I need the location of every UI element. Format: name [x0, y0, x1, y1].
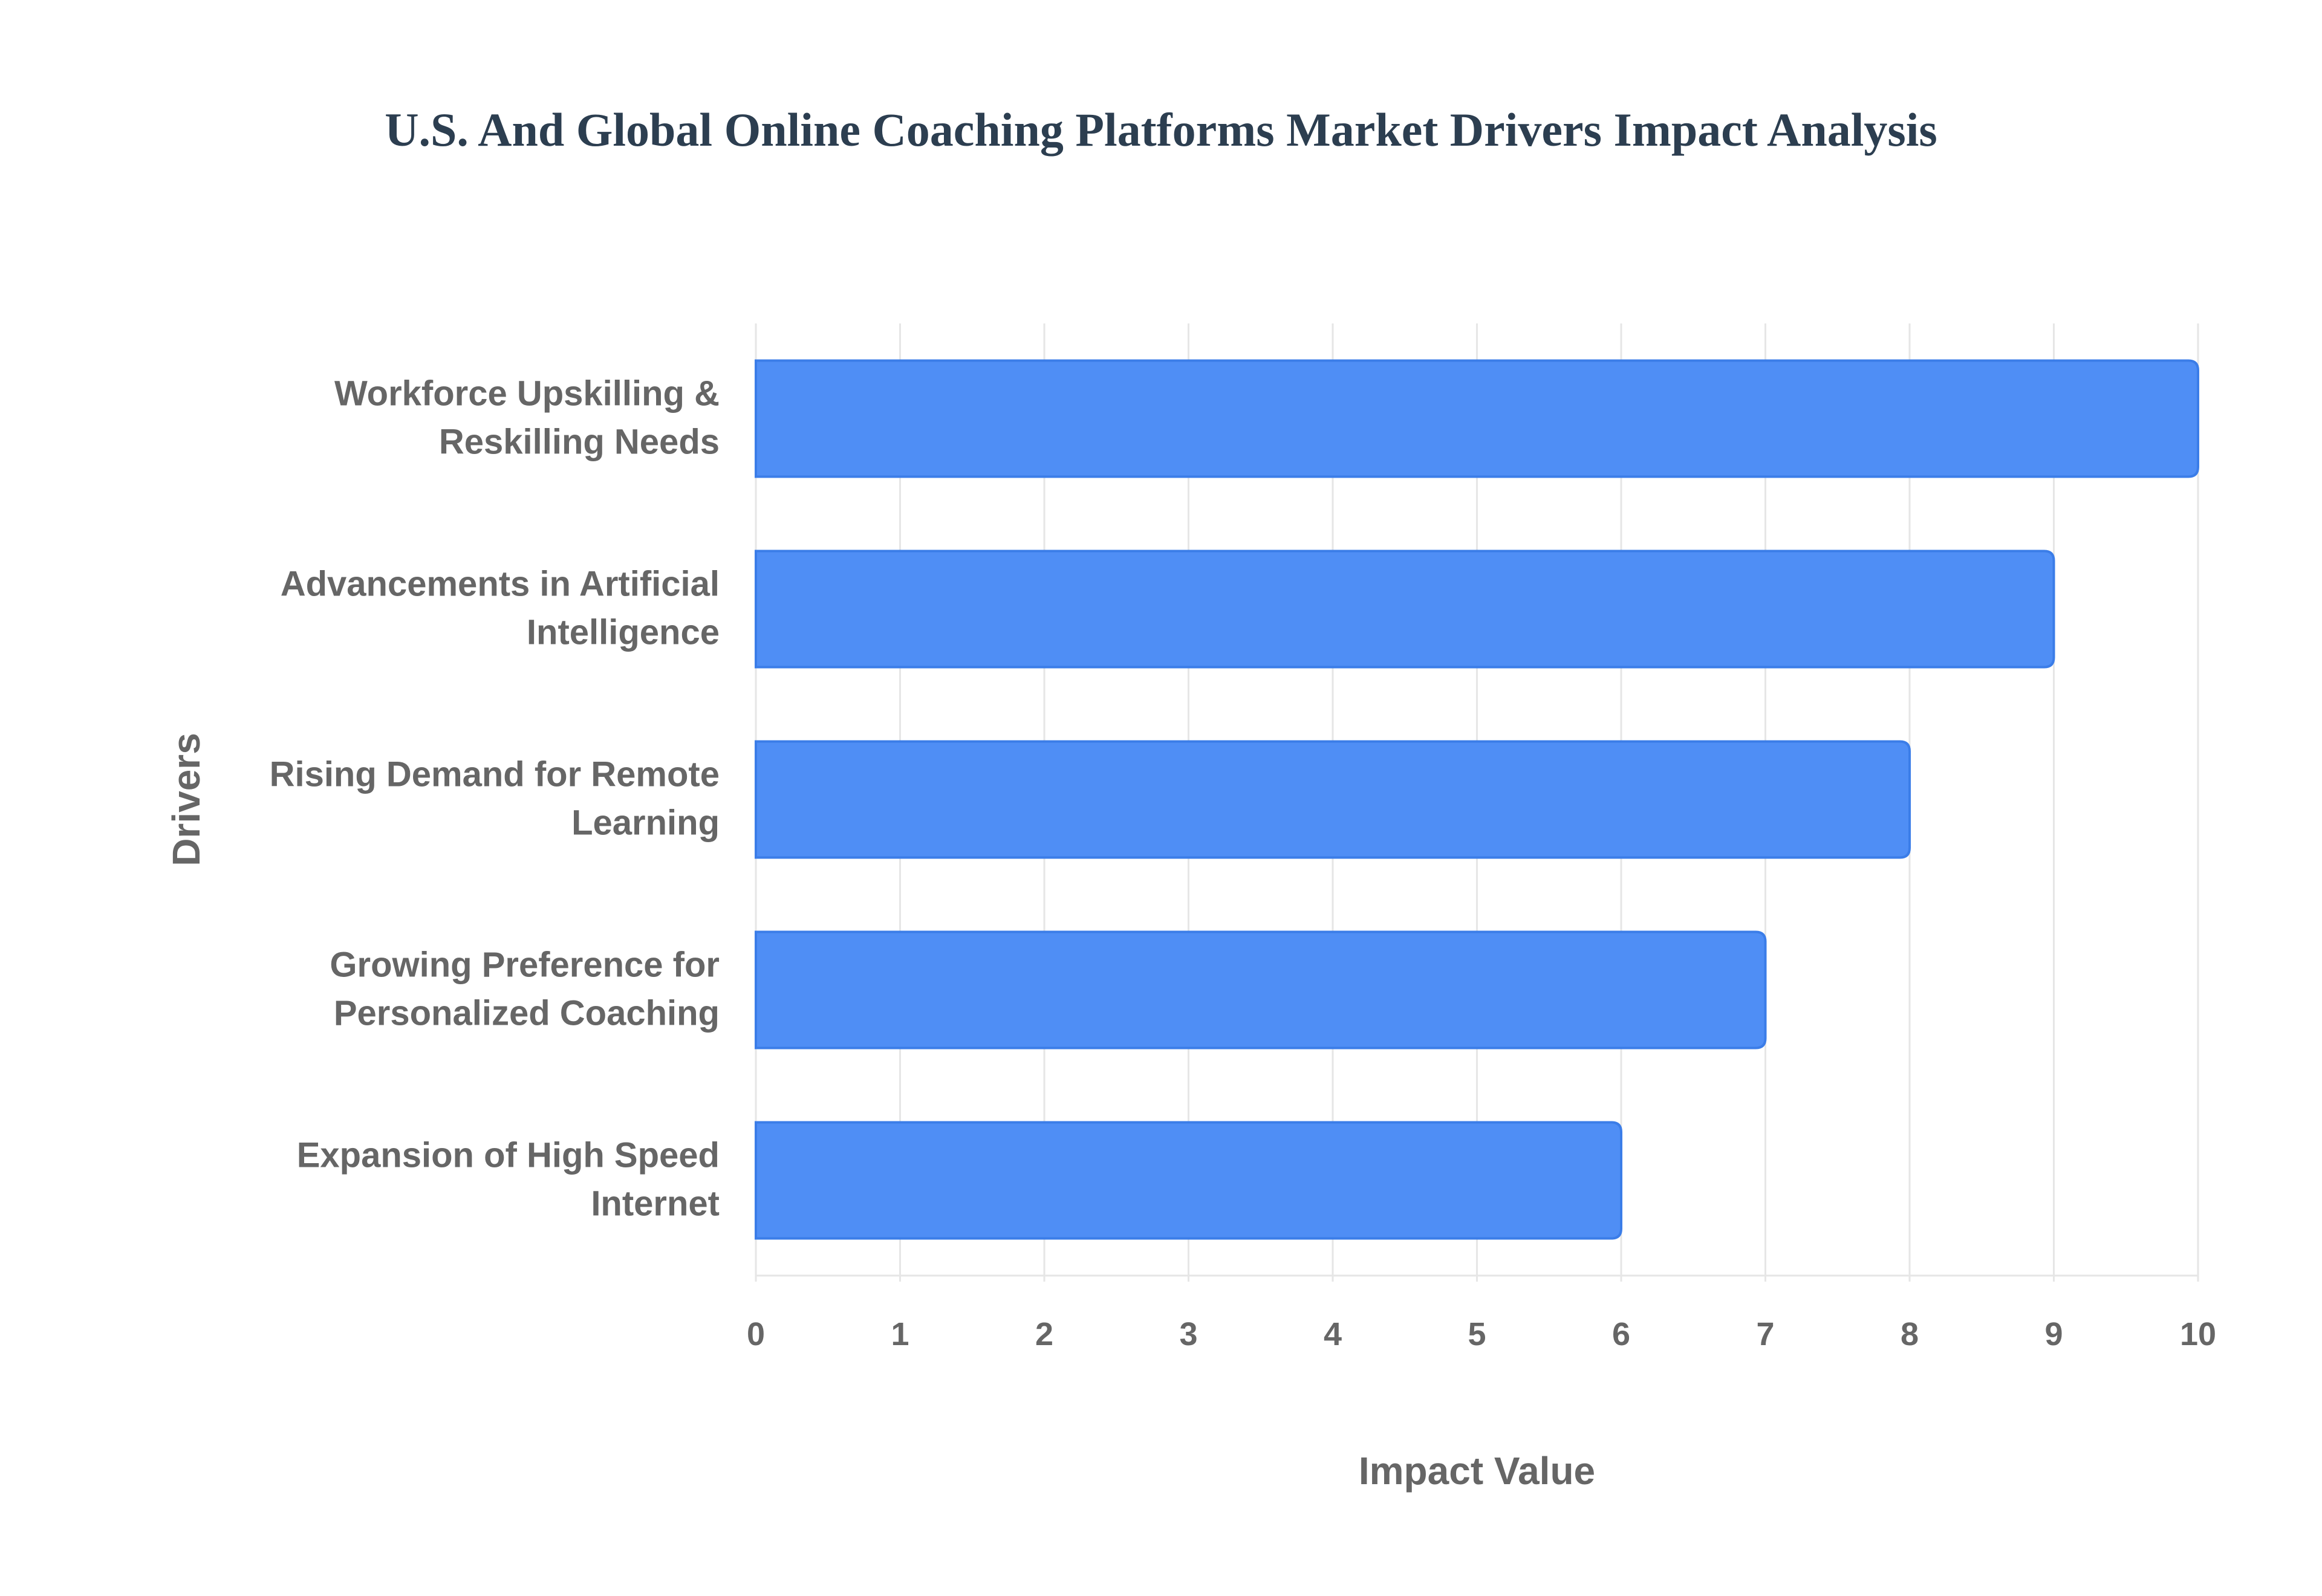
y-tick-label: Growing Preference for Personalized Coach…: [330, 946, 720, 1033]
y-tick-label-line: Reskilling Needs: [439, 423, 720, 462]
bar: [755, 550, 2055, 669]
y-axis-label: Drivers: [164, 733, 208, 866]
bar: [755, 359, 2199, 478]
y-tick-label-line: Internet: [591, 1184, 720, 1224]
y-tick-label-line: Learning: [571, 803, 720, 843]
bar-layer: [755, 359, 2199, 1240]
y-tick-label-line: Personalized Coaching: [334, 994, 720, 1033]
x-tick-label: 7: [1756, 1316, 1774, 1352]
label-layer: 0 1 2 3 4 5 6 7 8 9 10 Workforce Upskilling & Reskil…: [164, 374, 2216, 1493]
y-tick-label: Rising Demand for Remote Learning: [270, 755, 720, 843]
x-tick-label: 9: [2044, 1316, 2063, 1352]
x-tick-label: 4: [1324, 1316, 1342, 1352]
y-tick-label: Advancements in Artificial Intelligence: [281, 565, 720, 652]
y-tick-label-line: Intelligence: [527, 613, 720, 652]
chart-title: U.S. And Global Online Coaching Platform…: [385, 103, 1937, 156]
bar: [755, 930, 1767, 1049]
x-tick-label: 1: [891, 1316, 909, 1352]
x-tick-label: 3: [1179, 1316, 1197, 1352]
x-tick-label: 10: [2180, 1316, 2216, 1352]
bar: [755, 740, 1911, 859]
x-tick-label: 2: [1035, 1316, 1053, 1352]
y-tick-label-line: Advancements in Artificial: [281, 565, 720, 604]
x-tick-label: 5: [1468, 1316, 1486, 1352]
y-tick-label-line: Expansion of High Speed: [297, 1136, 720, 1175]
x-tick-label: 8: [1901, 1316, 1919, 1352]
x-tick-label: 0: [747, 1316, 765, 1352]
x-tick-label: 6: [1612, 1316, 1630, 1352]
y-tick-label-line: Workforce Upskilling &: [334, 374, 720, 414]
y-tick-label: Expansion of High Speed Internet: [297, 1136, 720, 1224]
y-tick-label: Workforce Upskilling & Reskilling Needs: [334, 374, 720, 462]
y-tick-label-line: Growing Preference for: [330, 946, 720, 985]
y-tick-label-line: Rising Demand for Remote: [270, 755, 720, 794]
x-axis-label: Impact Value: [1359, 1449, 1595, 1493]
bar: [755, 1121, 1622, 1240]
